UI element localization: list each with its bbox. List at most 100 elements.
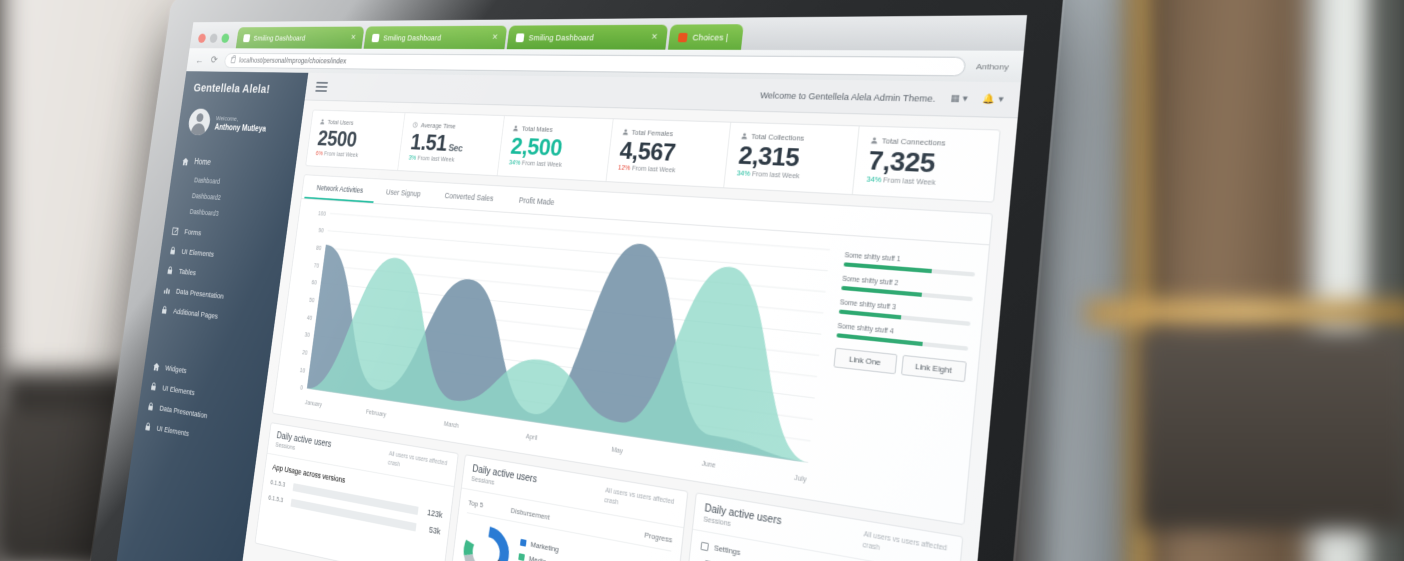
pages-icon xyxy=(160,306,168,314)
legend-label: Marketing xyxy=(530,539,560,554)
progress-list: Some shitty stuff 1 Some shitty stuff 2 … xyxy=(821,244,977,512)
card-note: All users vs users affected crash xyxy=(603,487,675,507)
version-value: 53k xyxy=(428,525,442,537)
settings-item-settings[interactable]: Settings xyxy=(700,541,814,561)
svg-text:20: 20 xyxy=(302,350,309,357)
column-disbursement: Disbursement xyxy=(510,506,551,522)
version-label: 6.1.5.3 xyxy=(270,479,286,489)
browser-tab[interactable]: Smiling Dashboard ✕ xyxy=(363,25,508,50)
user-icon xyxy=(320,119,325,125)
dashboard-page: Total Users 2500 6% From last Week Avera… xyxy=(245,100,1018,561)
svg-text:80: 80 xyxy=(316,246,323,252)
stat-value: 2,500 xyxy=(509,132,564,162)
link-buttons: Link One Link Eight xyxy=(833,347,967,382)
browser-tab[interactable]: Smiling Dashboard ✕ xyxy=(235,26,365,49)
close-window-button[interactable] xyxy=(197,33,207,43)
sidebar-item-label: Forms xyxy=(183,227,202,238)
tab-network-activities[interactable]: Network Activities xyxy=(304,175,377,203)
progress-label: Some shitty stuff 1 xyxy=(844,251,901,264)
stat-delta: 34% From last Week xyxy=(736,170,800,180)
brand-title[interactable]: Gentellela Alela! xyxy=(192,81,271,97)
user-icon xyxy=(513,125,519,132)
stat-tile-total-collections[interactable]: Total Collections 2,315 34% From last We… xyxy=(722,122,859,194)
address-bar-url: localhost/personal/mproge/choices/index xyxy=(238,56,347,66)
legend-swatch xyxy=(518,552,526,561)
progress-fill xyxy=(841,285,922,297)
user-name: Anthony Mutleya xyxy=(214,123,267,135)
user-icon xyxy=(622,129,628,136)
bell-icon[interactable]: 🔔 ▾ xyxy=(982,93,1005,105)
version-value: 123k xyxy=(426,507,444,520)
table-icon xyxy=(166,266,174,275)
legend-swatch xyxy=(520,538,527,547)
hamburger-icon[interactable] xyxy=(315,81,329,92)
svg-text:70: 70 xyxy=(313,263,320,269)
progress-item[interactable]: Some shitty stuff 4 xyxy=(836,323,969,351)
close-tab-icon[interactable]: ✕ xyxy=(350,33,357,42)
close-tab-icon[interactable]: ✕ xyxy=(650,32,659,42)
card-top-5: Daily active users Sessions All users vs… xyxy=(449,454,689,561)
card-body: Top 5 Disbursement Progress xyxy=(450,489,683,561)
sidebar-item-label: Additional Pages xyxy=(172,306,219,322)
progress-item[interactable]: Some shitty stuff 2 xyxy=(841,275,974,301)
legend-item-marketing[interactable]: Marketing 30% xyxy=(520,538,669,561)
progress-item[interactable]: Some shitty stuff 3 xyxy=(838,298,972,326)
version-label: 6.1.5.3 xyxy=(267,494,284,504)
ui-icon xyxy=(150,382,158,391)
tab-user-signup[interactable]: User Signup xyxy=(385,187,422,198)
stat-tile-total-connections[interactable]: Total Connections 7,325 34% From last We… xyxy=(851,126,1000,202)
link-eight-button[interactable]: Link Eight xyxy=(900,354,967,382)
grid-icon[interactable]: ▦ ▾ xyxy=(950,92,969,104)
stat-tile-average-time[interactable]: Average Time 1.51Sec 3% From last Week xyxy=(397,113,505,176)
stat-label: Total Females xyxy=(622,128,720,140)
close-tab-icon[interactable]: ✕ xyxy=(491,32,499,42)
stat-label: Total Collections xyxy=(740,132,847,144)
progress-label: Some shitty stuff 3 xyxy=(839,298,897,312)
tab-title: Smiling Dashboard xyxy=(253,33,306,42)
progress-fill xyxy=(836,332,923,346)
stat-tile-total-females[interactable]: Total Females 4,567 12% From last Week xyxy=(605,119,730,187)
reload-icon[interactable]: ⟳ xyxy=(210,53,219,66)
card-settings: Daily active users Sessions All users vs… xyxy=(679,492,964,561)
settings-list: Settings Subscription Auto Renewal Achie… xyxy=(692,541,814,561)
main-content: Welcome to Gentellela Alela Admin Theme.… xyxy=(233,72,1021,561)
svg-text:60: 60 xyxy=(311,280,318,286)
progress-track xyxy=(838,309,971,326)
stat-delta: 12% From last Week xyxy=(617,164,676,174)
stat-value: 4,567 xyxy=(618,136,677,167)
tab-converted-sales[interactable]: Converted Sales xyxy=(444,190,494,203)
svg-text:February: February xyxy=(366,409,387,418)
legend-label: Media xyxy=(528,553,547,561)
browser-tab[interactable]: Smiling Dashboard ✕ xyxy=(506,24,669,50)
laptop-bezel: Smiling Dashboard ✕ Smiling Dashboard ✕ … xyxy=(82,0,1065,561)
minimize-window-button[interactable] xyxy=(209,33,218,43)
tab-profit-made[interactable]: Profit Made xyxy=(518,195,556,207)
stat-delta: 34% From last Week xyxy=(508,159,563,169)
tab-favicon-icon xyxy=(677,32,688,42)
column-progress: Progress xyxy=(643,530,673,545)
back-icon[interactable]: ← xyxy=(194,53,205,66)
table-header: Top 5 Disbursement Progress xyxy=(467,498,673,552)
maximize-window-button[interactable] xyxy=(220,33,230,43)
legend-item-media[interactable]: Media 10% xyxy=(518,552,667,561)
donut-chart[interactable] xyxy=(460,521,514,561)
tab-favicon-icon xyxy=(515,32,525,42)
progress-item[interactable]: Some shitty stuff 1 xyxy=(843,251,977,277)
sidebar-item-label: Tables xyxy=(178,267,197,278)
progress-track xyxy=(836,332,969,351)
stat-value: 2,315 xyxy=(737,140,801,173)
profile-label[interactable]: Anthony xyxy=(975,61,1010,72)
link-one-button[interactable]: Link One xyxy=(833,347,897,374)
card-note: All users vs users affected crash xyxy=(387,450,448,468)
admin-app: Gentellela Alela! Welcome, Anthony Mutle… xyxy=(111,71,1021,561)
chart-series-a xyxy=(306,233,828,463)
browser-tab-active[interactable]: Choices | xyxy=(667,24,744,50)
stat-tile-total-users[interactable]: Total Users 2500 6% From last Week xyxy=(306,110,405,169)
sidebar-item-label: Widgets xyxy=(164,363,188,376)
window-controls[interactable] xyxy=(194,33,235,49)
svg-text:May: May xyxy=(611,446,623,454)
card-title: Daily active users xyxy=(703,503,783,528)
stat-tile-total-males[interactable]: Total Males 2,500 34% From last Week xyxy=(497,116,613,181)
